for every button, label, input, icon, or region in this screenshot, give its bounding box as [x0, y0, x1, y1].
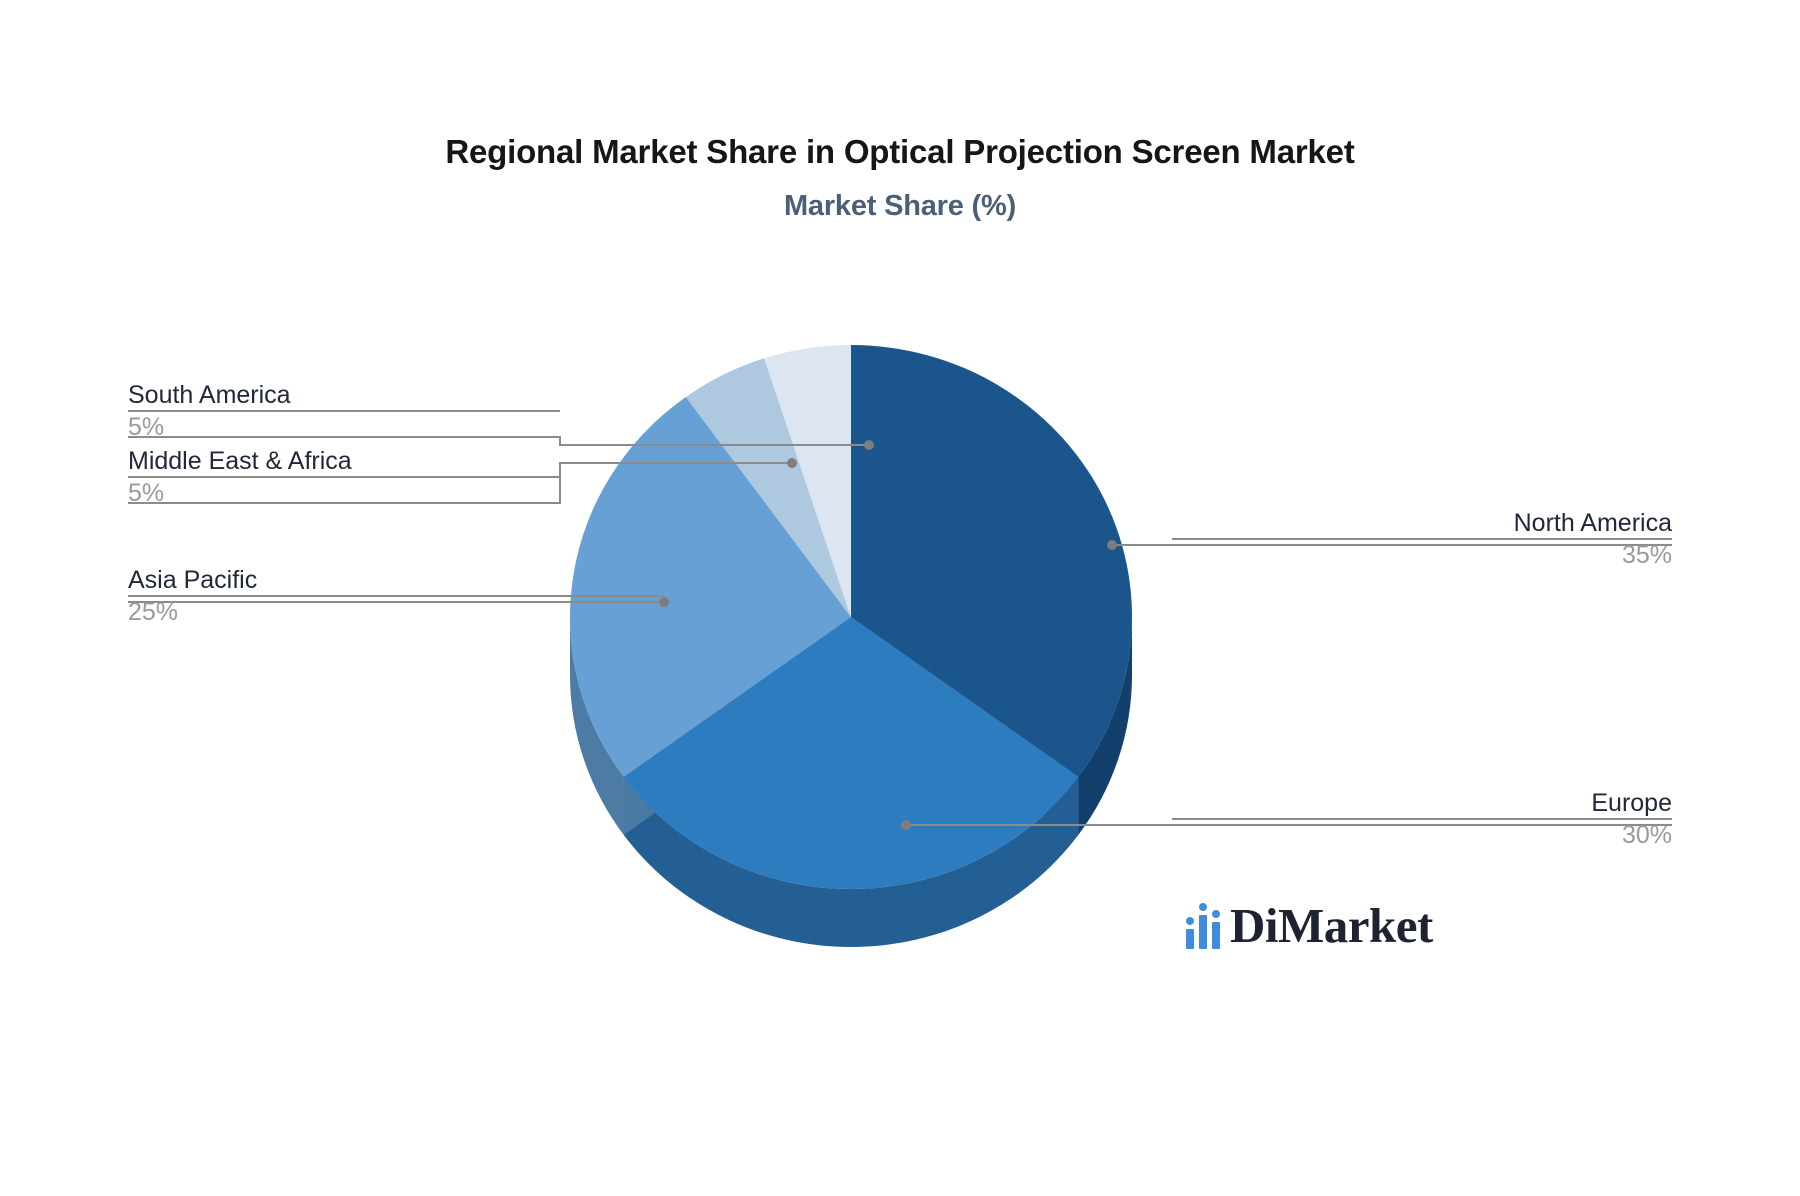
chart-title: Regional Market Share in Optical Project…: [445, 133, 1355, 170]
callout-asia-pacific-value: 25%: [128, 598, 179, 626]
callout-europe-rule: [1172, 818, 1672, 820]
callout-middle-east-africa[interactable]: Middle East & Africa 5%: [128, 446, 560, 508]
chart-subtitle: Market Share (%): [783, 190, 1017, 222]
pie-depth-2: [570, 617, 624, 835]
pie-depth-1: [623, 776, 1079, 948]
callout-north-america-value: 35%: [1621, 541, 1672, 569]
callout-europe-label: Europe: [1591, 789, 1672, 817]
callout-north-america-label: North America: [1513, 509, 1672, 537]
callout-europe-value: 30%: [1621, 821, 1672, 849]
callout-middle-east-africa-value: 5%: [128, 479, 165, 507]
leader-europe: [901, 820, 1672, 830]
callout-asia-pacific-label: Asia Pacific: [128, 566, 258, 594]
callout-north-america[interactable]: North America 35%: [1172, 508, 1672, 570]
callout-asia-pacific[interactable]: Asia Pacific 25%: [128, 565, 664, 627]
callout-south-america-rule: [128, 410, 560, 412]
callout-middle-east-africa-rule: [128, 476, 560, 478]
brand-logo: DiMarket: [1186, 898, 1433, 953]
callout-europe[interactable]: Europe 30%: [1172, 788, 1672, 850]
brand-name: DiMarket: [1230, 898, 1433, 953]
pie-slice-europe[interactable]: [623, 617, 1079, 889]
leader-asia-pacific: [128, 597, 669, 607]
pie-slice-south-america[interactable]: [764, 345, 851, 617]
callout-north-america-rule: [1172, 538, 1672, 540]
pie-slice-middle-east-africa[interactable]: [685, 358, 851, 617]
pie-svg: [570, 345, 1132, 948]
pie-depth-0: [1078, 617, 1132, 835]
pie-stage: [570, 345, 1230, 948]
pie-slice-asia-pacific[interactable]: [570, 396, 851, 777]
callout-south-america-value: 5%: [128, 413, 165, 441]
leader-middle-east-africa: [128, 458, 797, 504]
pie-slices: [570, 345, 1132, 889]
callout-south-america[interactable]: South America 5%: [128, 380, 560, 442]
callout-south-america-label: South America: [128, 381, 291, 409]
callout-asia-pacific-rule: [128, 595, 664, 597]
leader-north-america: [1107, 540, 1672, 550]
callout-middle-east-africa-label: Middle East & Africa: [128, 447, 352, 475]
leader-south-america: [128, 436, 874, 450]
bar-chart-logo-icon: [1186, 903, 1220, 949]
pie-slice-north-america[interactable]: [851, 345, 1132, 777]
